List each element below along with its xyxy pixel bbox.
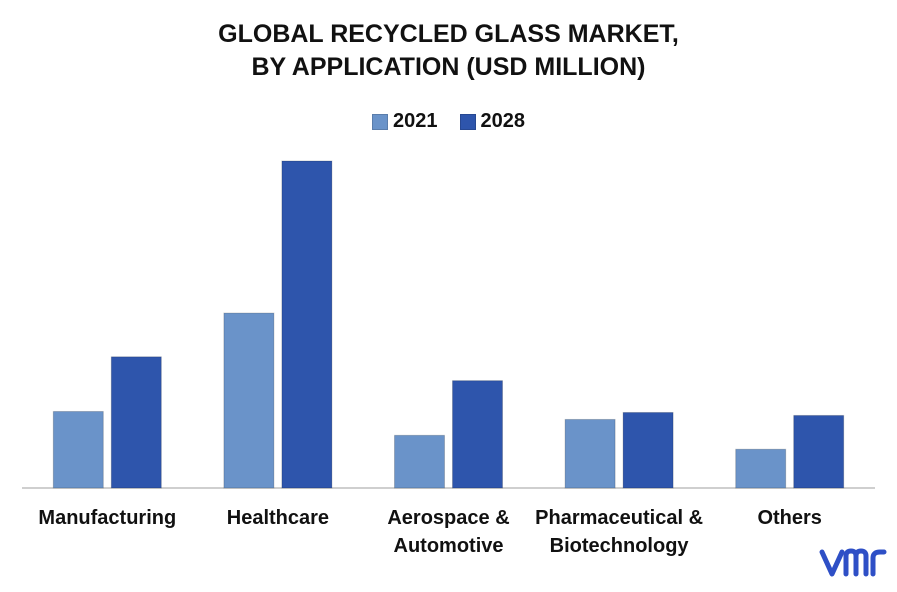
vmr-logo <box>818 542 888 587</box>
vmr-logo-icon <box>819 548 887 577</box>
legend-label-2021: 2021 <box>393 110 438 132</box>
x-tick-label-1: Healthcare <box>227 507 329 529</box>
chart-title: GLOBAL RECYCLED GLASS MARKET, BY APPLICA… <box>0 18 897 84</box>
x-tick-label-2: Aerospace & Automotive <box>387 507 509 557</box>
chart-title-line-2: BY APPLICATION (USD MILLION) <box>251 53 646 81</box>
bar-2028-2 <box>452 380 503 489</box>
bar-2021-3 <box>564 418 616 489</box>
bar-2021-2 <box>394 434 445 489</box>
bar-2021-4 <box>735 448 787 489</box>
legend-item-2028: 2028 <box>459 110 526 133</box>
chart-title-line-1: GLOBAL RECYCLED GLASS MARKET, <box>218 20 679 48</box>
bar-2021-1 <box>223 312 275 489</box>
x-tick-label-4: Others <box>757 507 821 529</box>
bar-2028-3 <box>622 411 674 489</box>
chart-legend: 2021 2028 <box>0 110 897 133</box>
x-tick-label-0: Manufacturing <box>38 507 176 529</box>
legend-item-2021: 2021 <box>372 110 438 133</box>
legend-swatch-2021 <box>372 113 388 130</box>
legend-label-2028: 2028 <box>480 110 526 132</box>
bar-2028-0 <box>110 356 162 489</box>
legend-swatch-2028 <box>459 113 476 130</box>
bar-2021-0 <box>52 410 104 489</box>
bar-2028-4 <box>793 414 845 489</box>
bar-2028-1 <box>281 160 333 489</box>
x-tick-label-3: Pharmaceutical & Biotechnology <box>535 507 703 557</box>
